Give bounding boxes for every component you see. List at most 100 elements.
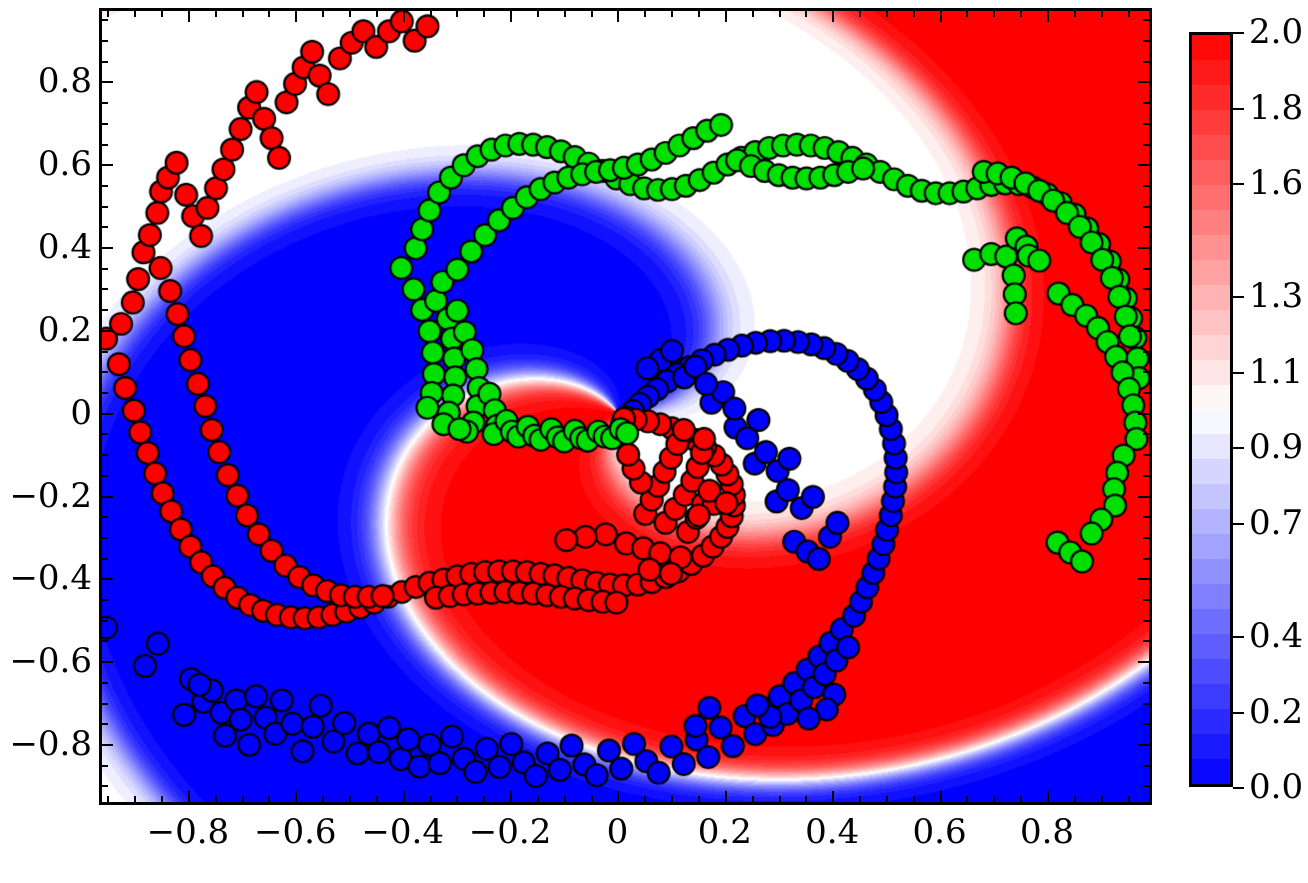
y-major-tick-right bbox=[1138, 329, 1149, 332]
y-minor-tick-right bbox=[1143, 102, 1149, 105]
colorbar-tick-label: 0.7 bbox=[1249, 502, 1304, 543]
colorbar-band bbox=[1192, 507, 1230, 535]
x-minor-tick-top bbox=[483, 11, 486, 17]
colorbar-band bbox=[1192, 133, 1230, 160]
x-minor-tick-top bbox=[993, 11, 996, 17]
y-tick-label: −0.2 bbox=[9, 475, 92, 516]
colorbar-tick-label: 0.9 bbox=[1249, 427, 1304, 468]
y-major-tick-right bbox=[1138, 412, 1149, 415]
y-minor-tick-right bbox=[1143, 474, 1149, 477]
y-minor-tick-right bbox=[1143, 454, 1149, 457]
x-major-tick-top bbox=[295, 11, 298, 22]
y-minor-tick bbox=[102, 288, 108, 291]
y-minor-tick-right bbox=[1143, 433, 1149, 436]
y-minor-tick bbox=[102, 392, 108, 394]
y-tick-label: 0.8 bbox=[37, 61, 92, 102]
y-minor-tick bbox=[102, 785, 108, 788]
colorbar-band bbox=[1192, 607, 1230, 635]
x-minor-tick-top bbox=[885, 11, 888, 17]
colorbar-band bbox=[1192, 307, 1230, 335]
x-minor-tick-top bbox=[241, 11, 244, 17]
y-minor-tick-right bbox=[1143, 516, 1149, 519]
y-major-tick bbox=[102, 247, 113, 250]
y-minor-tick bbox=[102, 640, 108, 643]
y-minor-tick-right bbox=[1143, 640, 1149, 643]
y-minor-tick bbox=[102, 557, 108, 560]
x-tick-label: −0.6 bbox=[254, 812, 337, 852]
y-minor-tick bbox=[102, 454, 108, 457]
x-major-tick bbox=[939, 791, 942, 802]
y-minor-tick bbox=[102, 19, 108, 22]
y-minor-tick-right bbox=[1143, 205, 1149, 208]
colorbar-tick bbox=[1233, 32, 1244, 34]
colorbar-tick-label: 0.2 bbox=[1249, 691, 1304, 732]
plot-area[interactable] bbox=[99, 8, 1152, 805]
colorbar-tick-label: 2.0 bbox=[1249, 12, 1304, 52]
colorbar-band bbox=[1192, 282, 1230, 310]
y-minor-tick-right bbox=[1143, 681, 1149, 684]
x-minor-tick bbox=[590, 796, 593, 802]
y-minor-tick bbox=[102, 723, 108, 726]
y-major-tick bbox=[102, 412, 113, 415]
y-minor-tick bbox=[102, 205, 108, 208]
colorbar-band bbox=[1192, 482, 1230, 510]
x-minor-tick bbox=[885, 796, 888, 802]
colorbar-band bbox=[1192, 207, 1230, 235]
y-minor-tick-right bbox=[1143, 143, 1149, 146]
y-minor-tick-right bbox=[1143, 723, 1149, 726]
x-minor-tick bbox=[966, 796, 969, 802]
x-tick-label: 0 bbox=[606, 812, 629, 852]
x-minor-tick-top bbox=[697, 11, 700, 17]
y-tick-label: 0.4 bbox=[37, 227, 92, 268]
x-minor-tick bbox=[214, 796, 217, 802]
x-tick-label: 0.2 bbox=[697, 812, 752, 852]
x-minor-tick-top bbox=[671, 11, 674, 17]
x-minor-tick bbox=[241, 796, 244, 802]
y-major-tick-right bbox=[1138, 744, 1149, 747]
x-major-tick bbox=[510, 791, 513, 802]
y-minor-tick bbox=[102, 39, 108, 42]
colorbar-tick-label: 0.0 bbox=[1249, 767, 1304, 807]
y-tick-label: 0.2 bbox=[37, 309, 92, 350]
colorbar-tick bbox=[1233, 711, 1244, 714]
y-major-tick-right bbox=[1138, 164, 1149, 167]
y-minor-tick-right bbox=[1143, 785, 1149, 788]
x-minor-tick bbox=[429, 796, 432, 802]
y-minor-tick-right bbox=[1143, 557, 1149, 560]
y-minor-tick bbox=[102, 122, 108, 125]
x-tick-label: 0.4 bbox=[805, 812, 860, 852]
x-tick-label: −0.8 bbox=[146, 812, 230, 852]
x-minor-tick bbox=[1073, 796, 1076, 802]
y-minor-tick bbox=[102, 536, 108, 539]
x-minor-tick bbox=[348, 796, 351, 802]
x-minor-tick-top bbox=[322, 11, 325, 17]
x-minor-tick bbox=[483, 796, 486, 802]
colorbar-band bbox=[1192, 657, 1230, 685]
y-minor-tick-right bbox=[1143, 392, 1149, 394]
x-minor-tick-top bbox=[1020, 11, 1023, 17]
colorbar-band bbox=[1192, 557, 1230, 585]
x-major-tick-top bbox=[1046, 11, 1049, 22]
x-major-tick-top bbox=[187, 11, 190, 22]
colorbar-band bbox=[1192, 157, 1230, 185]
x-tick-label: 0.8 bbox=[1019, 812, 1075, 852]
y-minor-tick-right bbox=[1143, 288, 1149, 291]
y-minor-tick bbox=[102, 433, 108, 436]
y-tick-label: −0.4 bbox=[9, 558, 92, 599]
x-minor-tick-top bbox=[778, 11, 781, 17]
y-minor-tick bbox=[102, 516, 108, 519]
colorbar-band bbox=[1192, 532, 1230, 560]
colorbar-band bbox=[1192, 182, 1230, 210]
x-minor-tick bbox=[697, 796, 700, 802]
colorbar-band bbox=[1192, 83, 1230, 110]
x-minor-tick-top bbox=[348, 11, 351, 17]
x-major-tick bbox=[832, 791, 835, 802]
colorbar-tick bbox=[1233, 447, 1244, 450]
y-minor-tick-right bbox=[1143, 309, 1149, 312]
x-minor-tick-top bbox=[375, 11, 378, 17]
x-minor-tick bbox=[993, 796, 996, 802]
x-minor-tick-top bbox=[161, 11, 164, 17]
x-major-tick-top bbox=[724, 11, 727, 22]
y-tick-label: −0.6 bbox=[9, 641, 92, 682]
y-minor-tick-right bbox=[1143, 184, 1149, 187]
